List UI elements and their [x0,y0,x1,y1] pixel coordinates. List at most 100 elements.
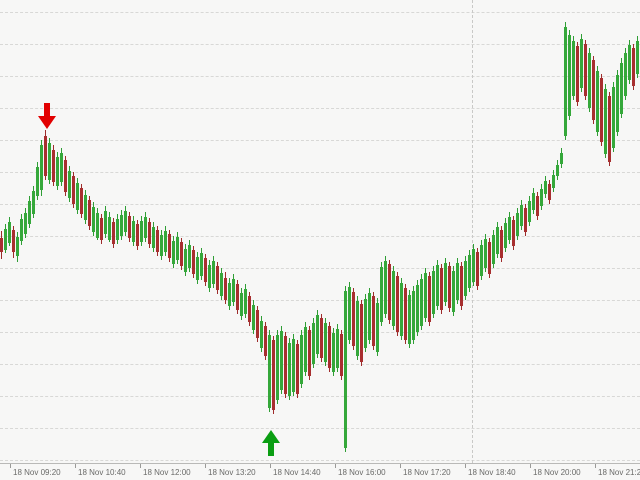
candlestick [248,292,251,326]
candle-body [168,234,171,258]
candle-body [24,213,27,234]
candle-body [324,323,327,362]
candlestick [264,322,267,360]
day-separator-line [472,0,473,463]
candlestick [92,202,95,236]
gridline-horizontal [0,236,640,237]
candle-body [104,211,107,234]
candle-body [556,165,559,176]
candlestick [448,262,451,312]
candlestick [332,328,335,376]
candlestick [316,310,319,358]
candlestick [204,254,207,286]
candlestick [88,196,91,230]
candlestick [432,266,435,318]
candlestick [132,216,135,246]
candle-body [352,292,355,346]
candlestick [72,172,75,208]
candle-body [464,261,467,296]
candle-body [552,175,555,188]
candlestick [612,82,615,152]
candlestick [560,148,563,168]
candlestick [536,192,539,220]
candlestick [488,238,491,278]
candlestick [584,40,587,100]
candle-body [120,215,123,236]
axis-tick-label: 18 Nov 17:20 [403,468,451,477]
candlestick [580,34,583,92]
candle-body [416,285,419,332]
candlestick [56,152,59,190]
candlestick [64,156,67,196]
candlestick [108,212,111,242]
plot-area[interactable] [0,0,640,463]
candlestick [212,256,215,288]
candle-body [360,304,363,362]
axis-tick-label: 18 Nov 20:00 [533,468,581,477]
candlestick [160,230,163,260]
candle-body [636,41,639,74]
candle-body [372,296,375,346]
candle-body [376,303,379,352]
candlestick [568,30,571,120]
candlestick [360,300,363,366]
candlestick [400,278,403,340]
candle-body [128,216,131,238]
candlestick [136,220,139,250]
candle-body [364,299,367,348]
axis-tick [270,464,271,468]
candlestick [336,324,339,372]
candle-body [328,326,331,368]
candle-body [448,266,451,308]
candlestick [524,204,527,236]
candlestick [420,274,423,330]
candlestick [196,252,199,284]
candle-body [28,201,31,224]
gridline-horizontal [0,108,640,109]
candlestick [480,240,483,280]
candle-body [484,239,487,268]
candlestick [540,184,543,210]
candle-body [208,265,211,288]
candlestick [60,148,63,186]
candle-body [292,339,295,392]
gridline-horizontal [0,460,640,461]
candle-body [476,252,479,286]
candle-body [544,181,547,194]
candle-body [92,207,95,232]
candlestick [496,222,499,258]
candlestick [604,84,607,158]
arrow-shaft [44,103,50,117]
candle-body [516,213,519,236]
candlestick [172,236,175,268]
candle-body [532,193,535,210]
candle-body [344,291,347,448]
candlestick [228,278,231,310]
arrow-shaft [268,442,274,456]
candlestick [636,36,639,78]
axis-tick-label: 18 Nov 16:00 [338,468,386,477]
candle-body [564,27,567,136]
candlestick [328,322,331,372]
candle-body [224,278,227,300]
candle-body [160,235,163,256]
candle-body [204,258,207,282]
axis-tick-label: 18 Nov 10:40 [78,468,126,477]
candle-body [312,323,315,364]
candle-body [252,305,255,330]
candle-body [492,235,495,264]
candle-body [444,263,447,302]
candlestick [8,217,11,246]
candle-body [236,284,239,310]
candlestick [200,248,203,280]
candle-body [212,261,215,284]
candle-body [76,183,79,210]
candlestick [464,256,467,300]
candle-body [272,340,275,410]
candle-body [16,237,19,256]
candlestick [620,58,623,118]
candle-body [380,267,383,322]
candle-body [256,310,259,338]
candle-body [456,263,459,300]
candlestick [472,244,475,286]
